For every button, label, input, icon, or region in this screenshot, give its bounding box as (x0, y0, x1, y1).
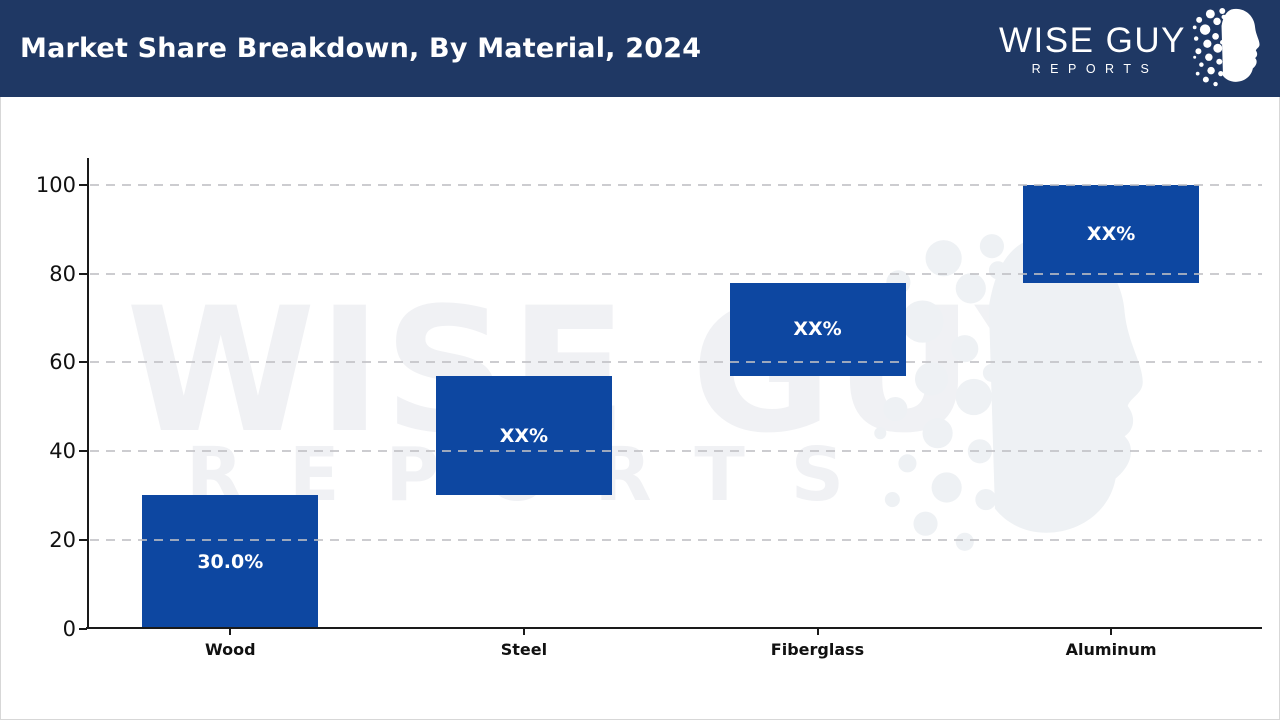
page-title: Market Share Breakdown, By Material, 202… (20, 33, 702, 64)
brand-logo: WISE GUY REPORTS (999, 5, 1264, 93)
x-tick-mark (1110, 629, 1113, 635)
gridline (90, 450, 1262, 453)
y-tick-label: 60 (49, 350, 76, 375)
brand-subtitle-text: REPORTS (1031, 62, 1159, 76)
y-tick-label: 40 (49, 439, 76, 464)
x-axis-line (86, 627, 1262, 629)
y-tick-mark (79, 627, 87, 630)
bar-value-label: 30.0% (197, 550, 264, 573)
y-tick-mark (79, 538, 87, 541)
brand-name-text: WISE GUY (998, 21, 1186, 60)
bar-steel: XX% (435, 375, 612, 496)
x-tick-mark (816, 629, 819, 635)
x-category-label: Aluminum (1065, 640, 1157, 659)
y-tick-mark (79, 361, 87, 364)
bar-value-label: XX% (1086, 222, 1136, 245)
y-axis-line (87, 158, 89, 629)
bar-value-label: XX% (793, 318, 842, 341)
y-tick-label: 100 (35, 173, 76, 197)
gridline (90, 538, 1262, 541)
x-tick-mark (522, 629, 525, 635)
x-category-label: Wood (205, 640, 256, 659)
brand-face-icon (1188, 5, 1264, 93)
bar-value-label: XX% (499, 424, 549, 447)
bar-aluminum: XX% (1023, 185, 1200, 283)
y-tick-mark (79, 272, 87, 275)
y-tick-label: 20 (49, 527, 76, 552)
gridline (90, 361, 1262, 364)
gridline (90, 184, 1262, 186)
bar-fiberglass: XX% (729, 282, 906, 376)
brand-wordmark: WISE GUY REPORTS (999, 23, 1186, 76)
y-tick-label: 80 (49, 261, 76, 286)
x-category-label: Fiberglass (770, 640, 865, 659)
x-category-label: Steel (500, 640, 548, 659)
y-tick-mark (79, 184, 87, 186)
x-tick-mark (229, 629, 232, 635)
bar-wood: 30.0% (142, 495, 319, 629)
gridline (90, 272, 1262, 275)
y-tick-label: 0 (62, 616, 76, 641)
y-tick-mark (79, 450, 87, 453)
header-bar: Market Share Breakdown, By Material, 202… (0, 0, 1280, 97)
